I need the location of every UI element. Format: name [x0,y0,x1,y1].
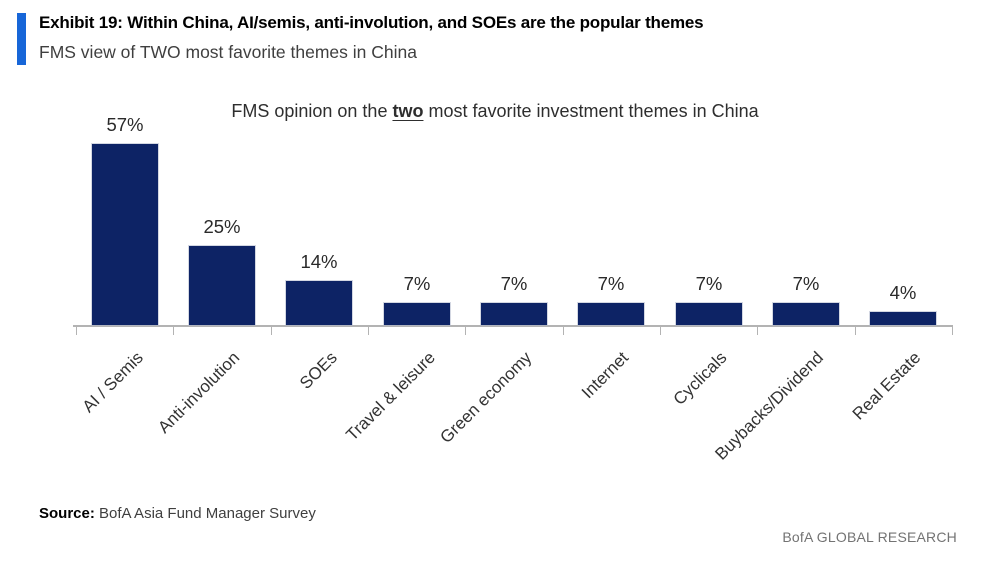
bar [92,144,158,325]
bar-value-label: 7% [792,273,820,294]
bar-value-label: 7% [695,273,723,294]
bar-value-label: 14% [300,251,338,272]
bar-value-label: 57% [106,114,144,135]
chart-title: FMS opinion on the two most favorite inv… [0,101,990,122]
bofa-global-research-brand: BofA GLOBAL RESEARCH [782,529,957,545]
bar-value-label: 7% [500,273,528,294]
bar [286,281,352,325]
exhibit-title: Exhibit 19: Within China, AI/semis, anti… [39,13,704,32]
bar [870,312,936,325]
bar [189,246,255,325]
exhibit-accent-bar [17,13,26,65]
x-axis-tick [271,325,272,335]
source-line: Source: BofA Asia Fund Manager Survey [39,505,316,522]
x-axis-tick [952,325,953,335]
bar-value-label: 4% [889,282,917,303]
chart-title-emphasis: two [392,101,424,121]
x-axis-tick [855,325,856,335]
bar [384,303,450,325]
x-axis-tick [757,325,758,335]
x-axis-tick [465,325,466,335]
bar-value-label: 7% [403,273,431,294]
bar [773,303,839,325]
source-text: BofA Asia Fund Manager Survey [94,505,316,522]
bar [676,303,742,325]
exhibit-subtitle: FMS view of TWO most favorite themes in … [39,42,417,62]
x-axis-tick [563,325,564,335]
bar-value-label: 25% [203,216,241,237]
x-axis-tick [173,325,174,335]
chart-title-post: most favorite investment themes in China [423,101,759,121]
bar [578,303,644,325]
bar-value-label: 7% [597,273,625,294]
source-label: Source: [39,505,95,522]
x-axis-tick [76,325,77,335]
x-axis-tick [660,325,661,335]
bar [481,303,547,325]
x-axis-line [73,325,953,327]
x-axis-label: Real Estate [848,348,925,424]
chart-title-pre: FMS opinion on the [231,101,393,121]
x-axis-tick [368,325,369,335]
